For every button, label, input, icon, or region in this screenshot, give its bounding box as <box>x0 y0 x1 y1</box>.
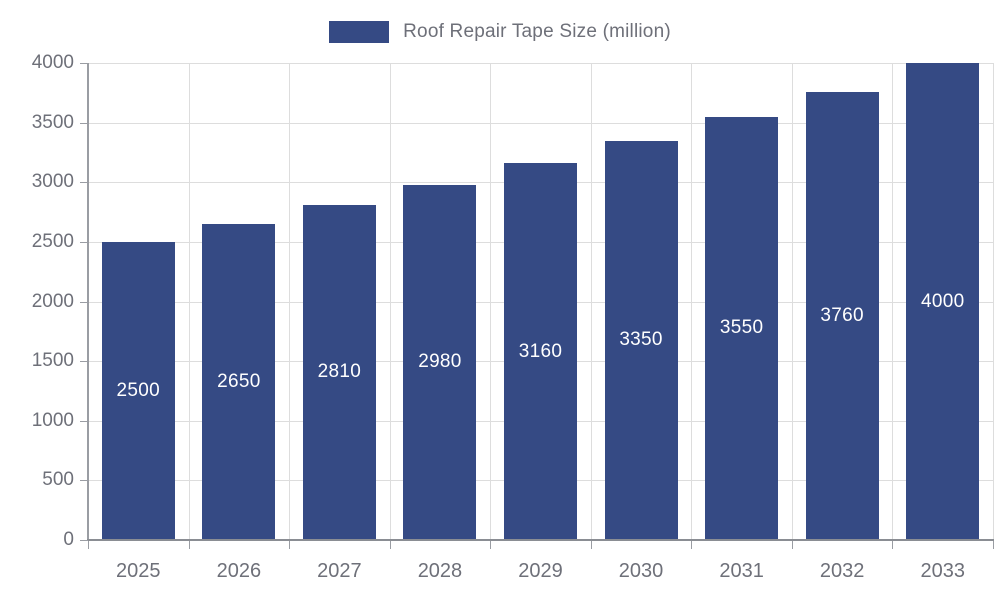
x-tick <box>289 541 291 549</box>
bar-value-label: 4000 <box>920 290 965 312</box>
y-tick-label: 500 <box>42 469 74 491</box>
bar-value-label: 2810 <box>317 361 362 383</box>
bar-value-label: 2500 <box>116 379 160 401</box>
gridline-v <box>993 63 994 540</box>
y-tick-label: 2500 <box>31 230 74 252</box>
x-tick <box>389 541 391 549</box>
y-tick <box>80 182 88 184</box>
y-tick-label: 0 <box>63 529 74 550</box>
x-tick <box>993 541 994 549</box>
gridline-v <box>691 63 693 540</box>
y-tick-label: 3500 <box>31 111 74 133</box>
bar-2025[interactable]: 2500 <box>101 241 175 540</box>
x-tick <box>892 541 894 549</box>
y-axis-line <box>87 63 89 541</box>
bar-2026[interactable]: 2650 <box>202 223 276 540</box>
bar-value-label: 2980 <box>418 351 462 373</box>
x-tick <box>188 541 190 549</box>
x-tick <box>691 541 693 549</box>
legend-label: Roof Repair Tape Size (million) <box>403 21 671 42</box>
bar-value-label: 3550 <box>719 317 764 339</box>
bar-2027[interactable]: 2810 <box>302 204 376 540</box>
bar-2029[interactable]: 3160 <box>504 163 577 540</box>
gridline-v <box>892 63 894 540</box>
bar-2028[interactable]: 2980 <box>403 184 477 540</box>
y-tick <box>80 63 88 64</box>
y-tick <box>80 480 88 482</box>
x-tick-label: 2028 <box>417 560 463 582</box>
gridline-h <box>88 63 993 64</box>
gridline-v <box>590 63 592 540</box>
x-tick <box>791 541 793 549</box>
y-tick-label: 4000 <box>31 52 74 73</box>
bar-value-label: 3350 <box>619 329 663 351</box>
bar-value-label: 2650 <box>217 370 261 392</box>
gridline-v <box>389 63 391 540</box>
x-tick-label: 2026 <box>216 560 262 582</box>
gridline-v <box>289 63 291 540</box>
bar-2031[interactable]: 3550 <box>705 116 779 540</box>
x-tick <box>590 541 592 549</box>
legend-item[interactable]: Roof Repair Tape Size (million) <box>0 14 1000 50</box>
x-tick-label: 2031 <box>719 560 764 582</box>
gridline-v <box>490 63 492 540</box>
x-tick-label: 2030 <box>618 560 664 582</box>
x-tick-label: 2027 <box>317 560 362 582</box>
bar-2030[interactable]: 3350 <box>604 140 678 540</box>
x-tick <box>490 541 492 549</box>
y-tick <box>80 122 88 124</box>
y-tick-label: 1500 <box>31 350 74 372</box>
y-tick-label: 3000 <box>31 171 74 193</box>
y-tick <box>80 420 88 422</box>
y-tick <box>80 241 88 243</box>
legend-swatch <box>329 21 390 43</box>
x-tick <box>88 541 89 549</box>
gridline-v <box>791 63 793 540</box>
plot-area: 2500 2650 2810 2980 3160 3350 3550 3760 4000 <box>88 63 994 541</box>
bar-2032[interactable]: 3760 <box>805 91 879 540</box>
x-axis-line <box>87 539 994 541</box>
y-tick <box>80 540 88 541</box>
y-tick-label: 1000 <box>31 409 74 431</box>
x-tick-label: 2029 <box>518 560 563 582</box>
x-tick-label: 2032 <box>819 560 865 582</box>
bar-2033[interactable]: 4000 <box>906 63 980 540</box>
bar-value-label: 3160 <box>518 340 563 362</box>
y-tick <box>80 301 88 303</box>
y-tick-label: 2000 <box>31 290 74 312</box>
x-tick-label: 2025 <box>116 560 161 582</box>
bar-value-label: 3760 <box>820 304 864 326</box>
y-tick <box>80 361 88 363</box>
gridline-v <box>188 63 190 540</box>
gridline-h <box>88 122 993 124</box>
x-tick-label: 2033 <box>920 560 965 582</box>
